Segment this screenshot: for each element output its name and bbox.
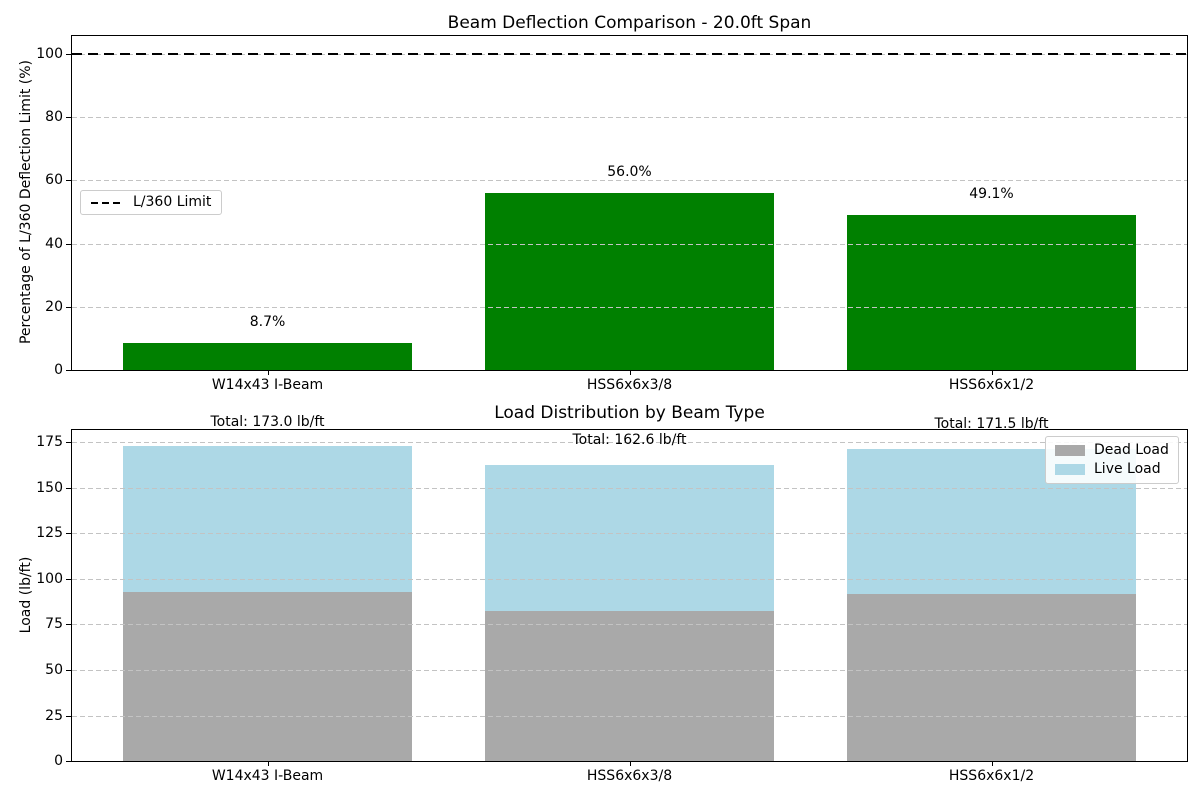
plot-area [71,429,1188,762]
y-tick-mark [66,578,71,580]
dead-load-bar [122,591,413,761]
bar-value-label: 49.1% [969,186,1014,203]
x-tick-mark [267,371,269,375]
total-label: Total: 171.5 lb/ft [934,416,1049,433]
legend-entry: Live Load [1055,460,1169,479]
value-bar [846,214,1137,370]
color-swatch [1055,464,1085,475]
y-tick-label: 50 [45,661,63,678]
y-tick-label: 60 [45,172,63,189]
y-tick-label: 0 [54,753,63,769]
x-tick-label: HSS6x6x3/8 [586,377,673,393]
y-tick-label: 75 [45,616,63,633]
y-tick-label: 125 [36,525,63,542]
y-tick-label: 40 [45,235,63,252]
y-tick-label: 175 [36,434,63,451]
legend-label: L/360 Limit [133,194,212,210]
chart-title: Beam Deflection Comparison - 20.0ft Span [447,13,812,33]
plot-area [71,35,1188,371]
y-tick-mark [66,53,71,55]
y-tick-mark [66,487,71,489]
y-tick-mark [66,442,71,444]
y-tick-mark [66,761,71,762]
gridline [72,180,1187,182]
dashed-line-swatch [91,201,124,204]
total-label: Total: 173.0 lb/ft [210,413,325,430]
x-tick-label: W14x43 I-Beam [211,377,324,393]
x-tick-label: HSS6x6x1/2 [948,377,1035,393]
y-tick-label: 150 [36,479,63,496]
x-tick-label: HSS6x6x1/2 [948,768,1035,784]
y-tick-label: 80 [45,109,63,125]
value-bar [484,192,775,370]
gridline [72,533,1187,535]
legend: Dead Load Live Load [1045,436,1179,484]
reference-line [72,52,1187,55]
x-tick-label: HSS6x6x3/8 [586,768,673,784]
gridline [72,669,1187,671]
total-label: Total: 162.6 lb/ft [572,432,687,449]
y-tick-mark [66,715,71,717]
live-load-bar [484,464,775,611]
legend-label: Dead Load [1094,442,1169,458]
legend-entry: L/360 Limit [91,193,211,212]
legend: L/360 Limit [80,190,223,215]
x-tick-mark [629,371,631,375]
gridline [72,243,1187,245]
gridline [72,715,1187,717]
y-tick-mark [66,533,71,535]
y-tick-mark [66,624,71,626]
x-tick-mark [991,371,993,375]
y-tick-label: 100 [36,570,63,587]
x-tick-mark [629,762,631,766]
gridline [72,117,1187,118]
y-tick-mark [66,669,71,671]
legend-label: Live Load [1094,461,1161,477]
y-tick-mark [66,306,71,308]
gridline [72,487,1187,489]
x-tick-mark [267,762,269,766]
gridline [72,306,1187,308]
value-bar [122,342,413,370]
y-tick-label: 100 [36,45,63,62]
dead-load-bar [484,610,775,761]
y-tick-mark [66,370,71,371]
gridline [72,624,1187,626]
live-load-bar [122,445,413,592]
gridline [72,578,1187,580]
x-tick-label: W14x43 I-Beam [211,768,324,784]
dead-load-bar [846,594,1137,761]
color-swatch [1055,445,1085,456]
gridline [72,442,1187,444]
y-tick-label: 20 [45,298,63,315]
y-tick-mark [66,180,71,182]
y-tick-label: 0 [54,362,63,378]
bar-value-label: 56.0% [607,164,652,181]
y-tick-label: 25 [45,707,63,724]
legend-entry: Dead Load [1055,441,1169,460]
bar-value-label: 8.7% [249,313,286,330]
y-tick-mark [66,243,71,245]
y-tick-mark [66,117,71,118]
chart-title: Load Distribution by Beam Type [494,403,765,423]
x-tick-mark [991,762,993,766]
